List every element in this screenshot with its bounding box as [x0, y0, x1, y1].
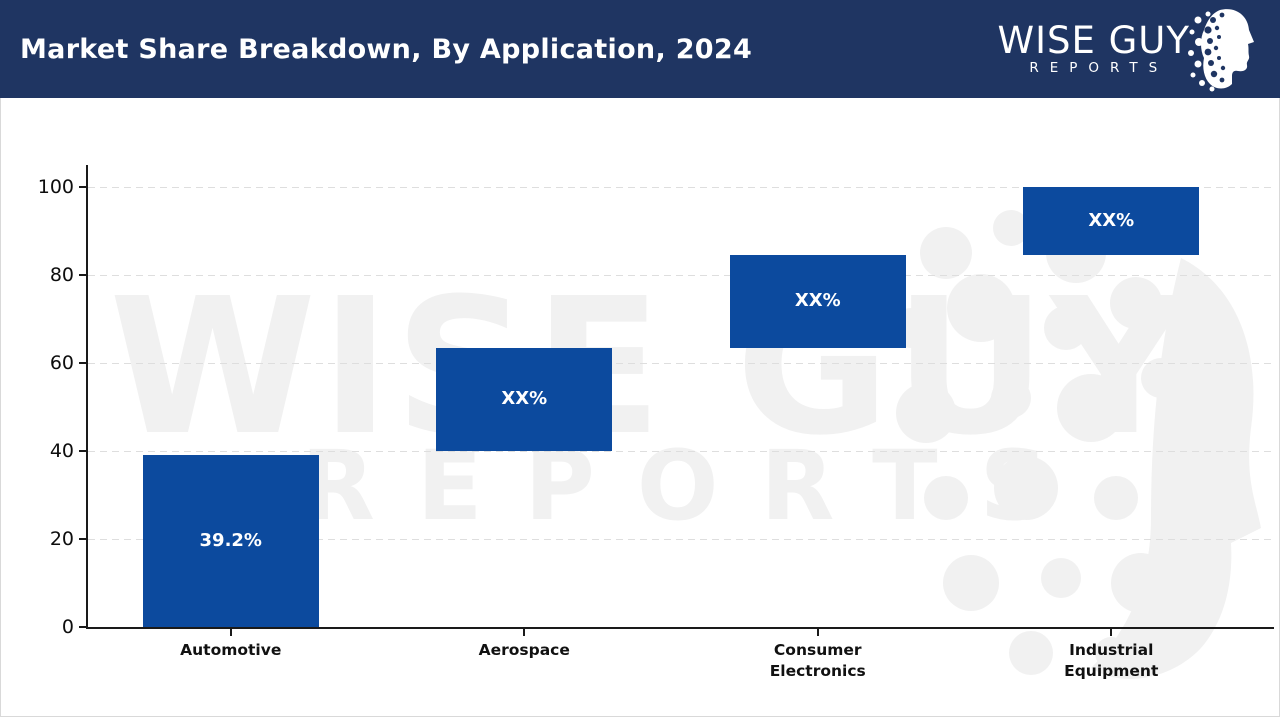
watermark-face-dots: [891, 210, 1261, 679]
watermark-primary-text: WISE GUY: [109, 258, 1191, 477]
page-title: Market Share Breakdown, By Application, …: [20, 33, 753, 65]
wise-guy-logo: WISE GUY REPORTS: [998, 6, 1260, 92]
logo-wordmark: WISE GUY REPORTS: [998, 22, 1190, 76]
bottom-divider: [0, 716, 1280, 717]
face-profile-icon: [1188, 9, 1254, 92]
chart-canvas: WISE GUY REPORTS: [0, 98, 1280, 716]
logo-primary-text: WISE GUY: [997, 19, 1190, 63]
logo-secondary-text: REPORTS: [1029, 60, 1169, 77]
watermark-secondary-text: REPORTS: [301, 430, 1091, 542]
header-bar: Market Share Breakdown, By Application, …: [0, 0, 1280, 98]
